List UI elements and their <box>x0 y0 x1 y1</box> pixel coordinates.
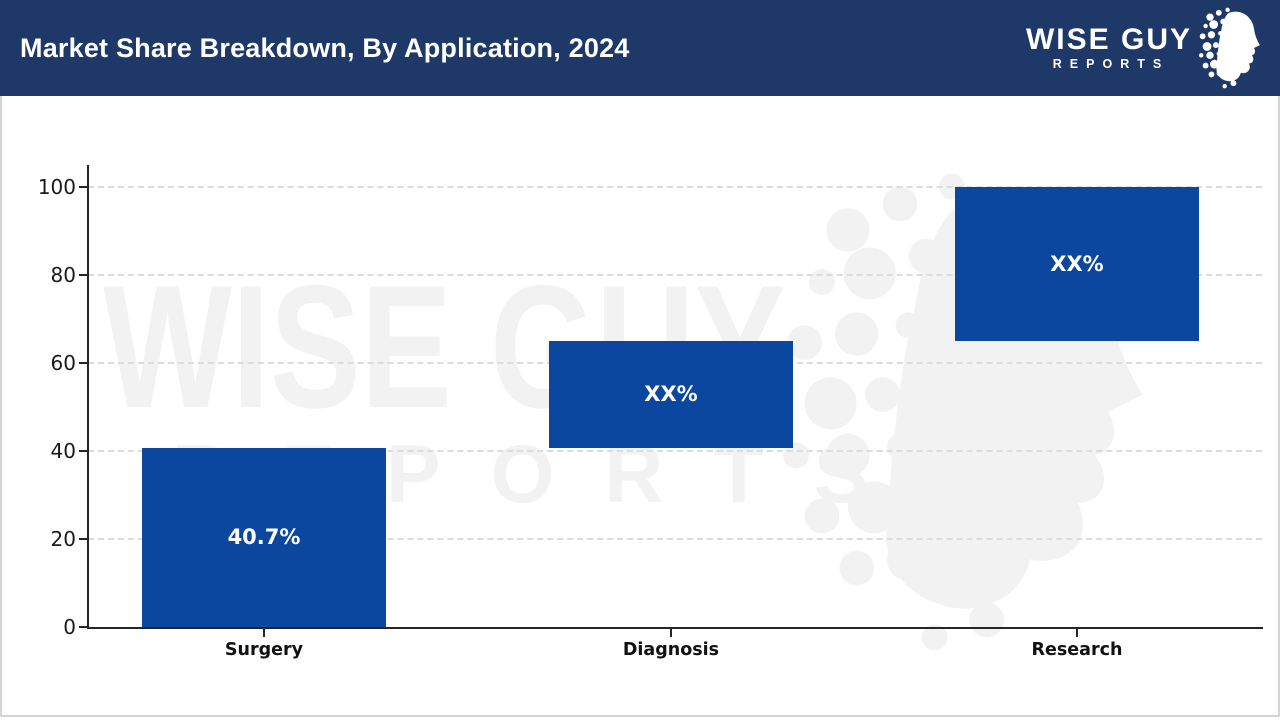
bar-value-label-research: XX% <box>1050 252 1104 276</box>
logo-wordmark: WISE GUY <box>1025 23 1192 57</box>
bar-diagnosis: XX% <box>549 341 793 448</box>
y-tick-60 <box>79 362 87 364</box>
gridline-20 <box>88 538 1262 540</box>
wise-guy-reports-logo: WISE GUY REPORTS <box>1026 0 1270 96</box>
category-label-research: Research <box>1031 640 1123 660</box>
y-tick-80 <box>79 274 87 276</box>
dotted-face-logo-icon <box>1199 7 1260 89</box>
bar-value-label-diagnosis: XX% <box>644 382 698 407</box>
x-tick-diagnosis <box>670 629 672 637</box>
category-label-surgery: Surgery <box>224 640 304 660</box>
x-tick-research <box>1076 629 1078 637</box>
header-bar: Market Share Breakdown, By Application, … <box>0 0 1280 96</box>
y-tick-0 <box>79 626 87 628</box>
bar-surgery: 40.7% <box>142 447 386 627</box>
plot-area: 0 20 40 60 80 100 40.7% Surgery XX% Diagnosis XX% R… <box>0 96 1280 720</box>
x-tick-surgery <box>263 629 265 637</box>
gridline-40 <box>88 450 1262 452</box>
x-axis-line <box>87 627 1263 629</box>
y-axis-line <box>87 165 89 629</box>
y-tick-40 <box>79 450 87 452</box>
y-tick-label-60: 60 <box>50 351 76 375</box>
chart-title: Market Share Breakdown, By Application, … <box>20 32 630 63</box>
logo-subtitle: REPORTS <box>1052 57 1170 72</box>
y-tick-label-0: 0 <box>63 615 76 639</box>
gridline-100 <box>88 186 1262 188</box>
category-label-diagnosis: Diagnosis <box>622 640 720 660</box>
y-tick-label-100: 100 <box>37 175 76 199</box>
y-tick-20 <box>79 538 87 540</box>
y-tick-label-40: 40 <box>50 439 76 463</box>
bar-value-label-surgery: 40.7% <box>227 525 301 550</box>
gridline-80 <box>88 274 1262 276</box>
chart-area: WISE GUY REPORTS 0 20 40 60 80 100 40.7% Surger… <box>0 96 1280 720</box>
y-tick-label-80: 80 <box>50 263 76 287</box>
bar-research: XX% <box>955 187 1199 341</box>
logo-text: WISE GUY REPORTS <box>1026 25 1192 71</box>
y-tick-label-20: 20 <box>50 527 76 551</box>
y-tick-100 <box>79 186 87 188</box>
